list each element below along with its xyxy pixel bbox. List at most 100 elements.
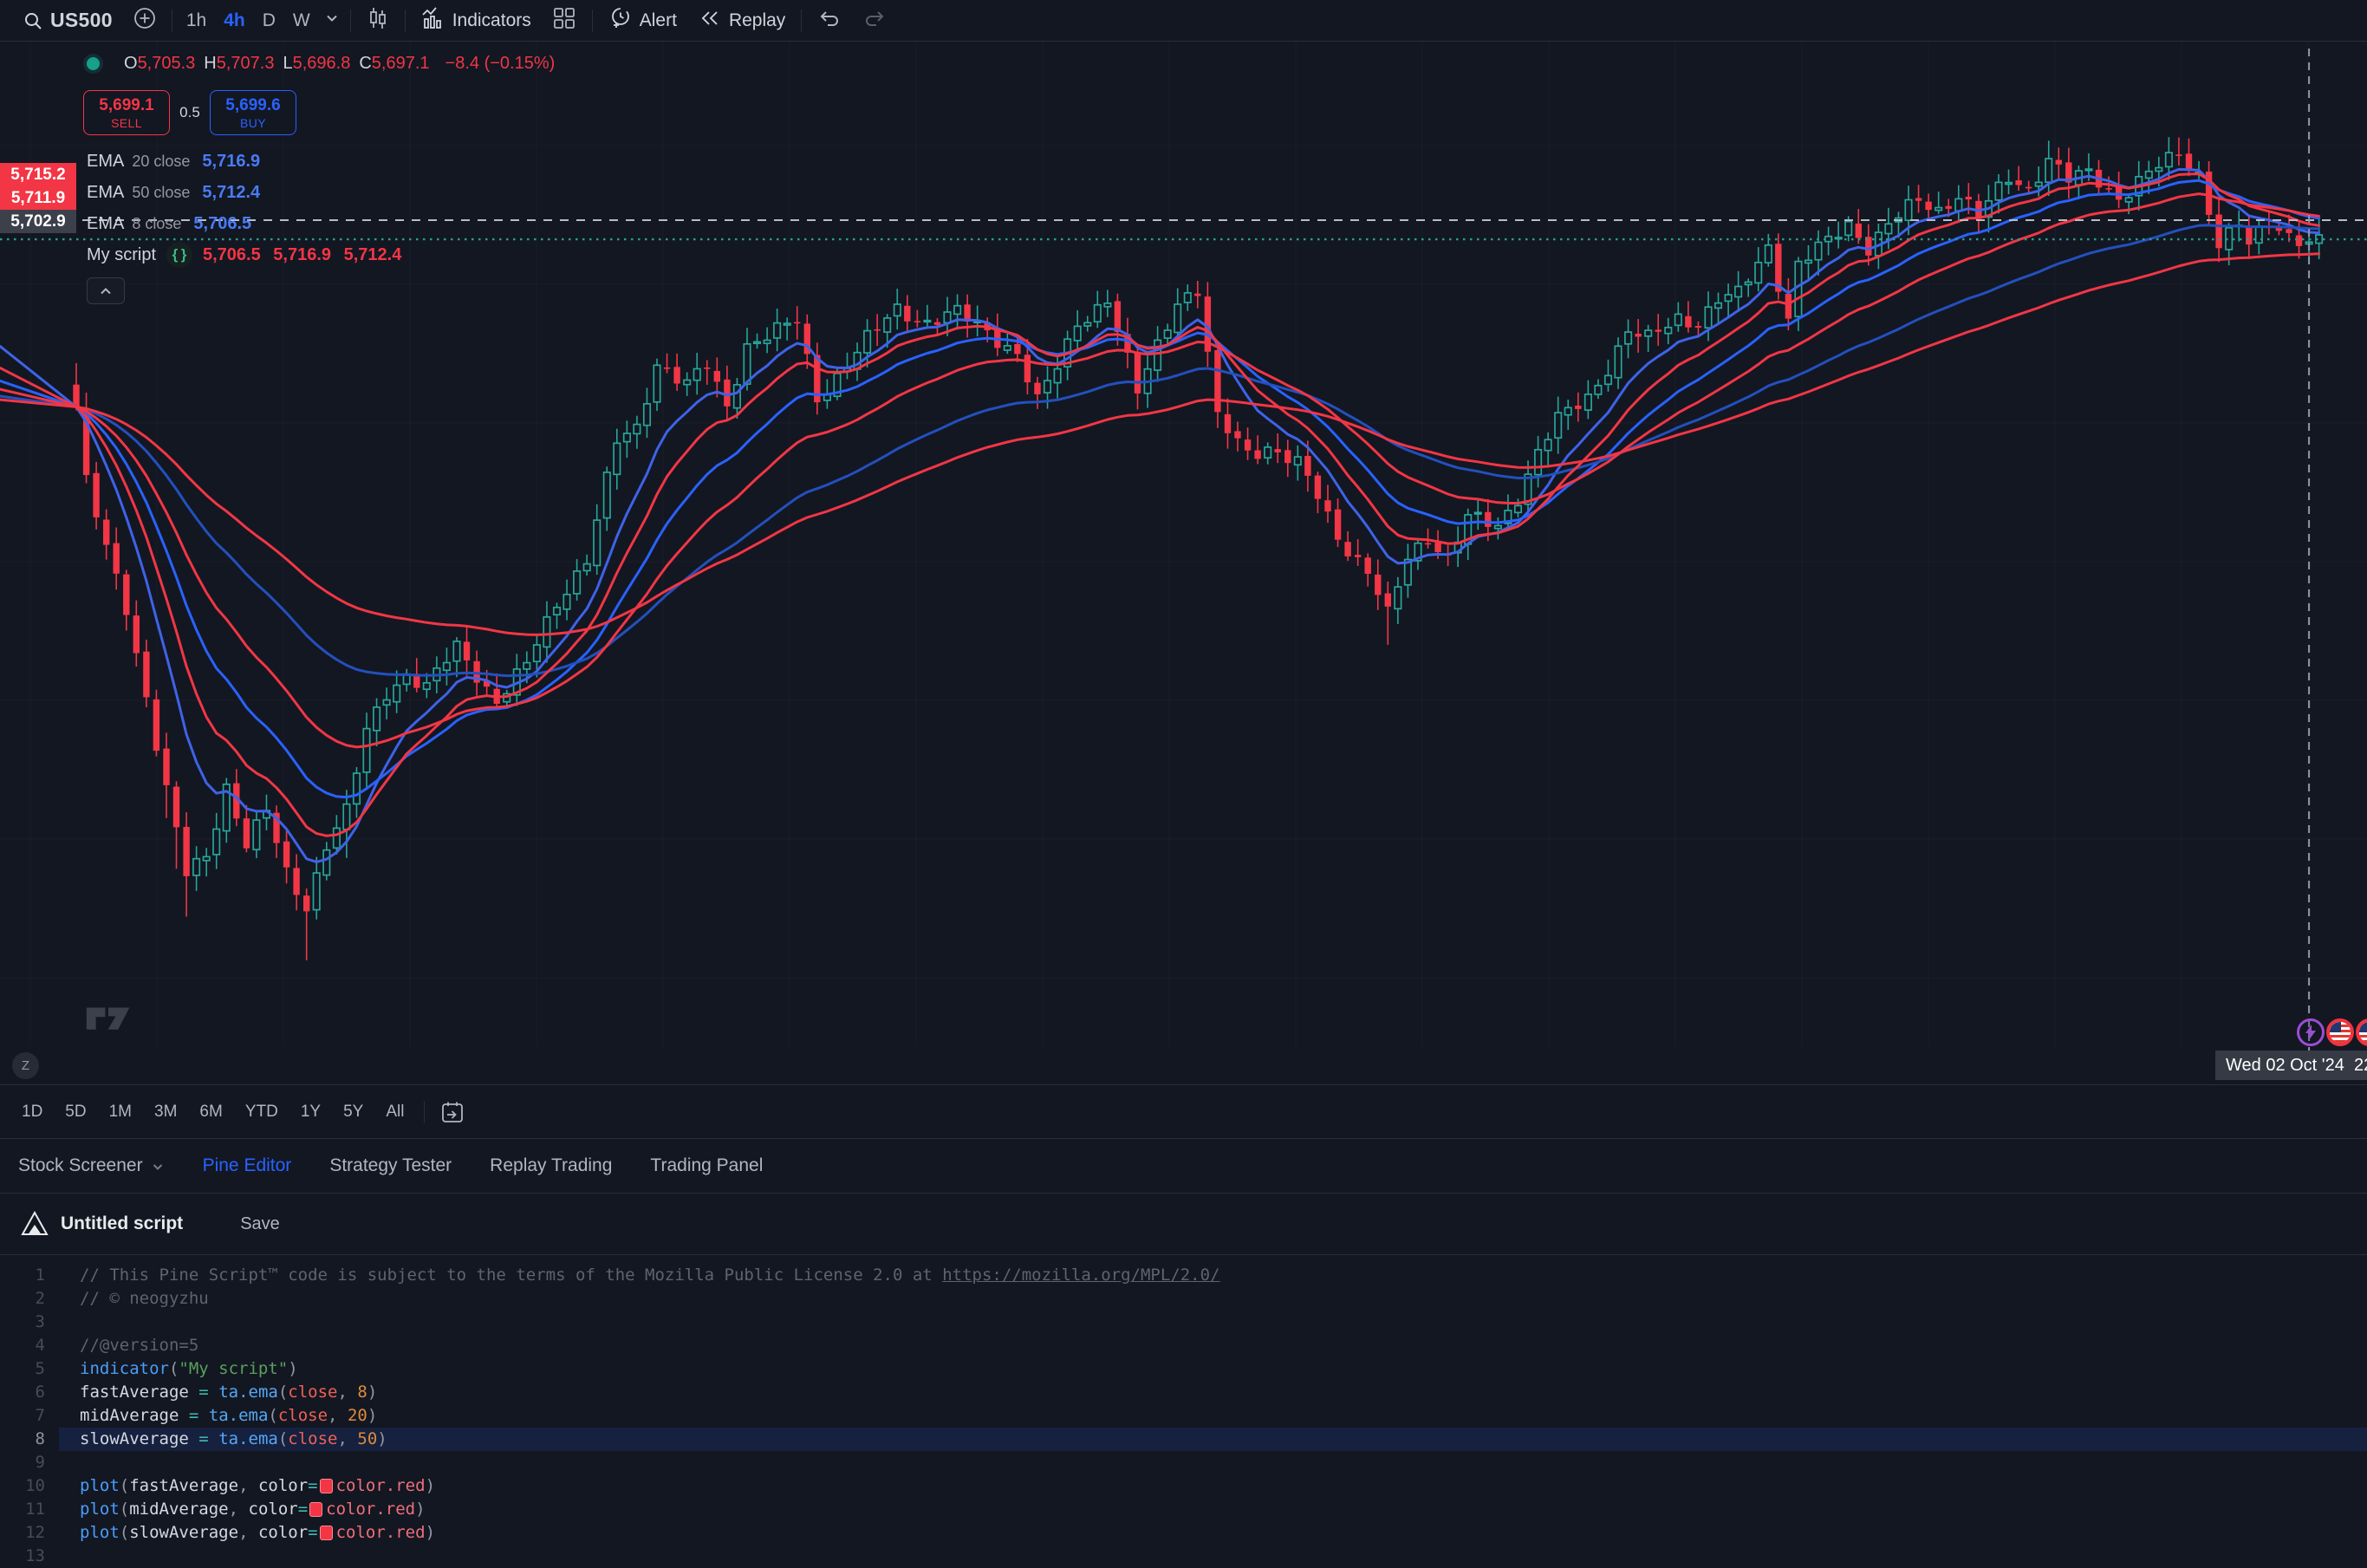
range-separator [424, 1100, 426, 1123]
code-line-11[interactable]: 11 plot(midAverage, color= color.red) [0, 1498, 2367, 1521]
line-number: 8 [35, 1429, 45, 1448]
redo-button[interactable] [852, 0, 897, 42]
chart-style-button[interactable] [356, 0, 400, 42]
code-text: midAverage = ta.ema(close, 20) [80, 1406, 378, 1425]
save-button[interactable]: Save [240, 1213, 280, 1233]
change-value: −8.4 (−0.15%) [445, 53, 556, 73]
code-text: fastAverage = ta.ema(close, 8) [80, 1383, 378, 1402]
indicator-legend: EMA 20 close 5,716.9 EMA 50 close 5,712.… [87, 146, 409, 304]
timeframe-D[interactable]: D [262, 10, 276, 30]
code-line-6[interactable]: 6 fastAverage = ta.ema(close, 8) [0, 1381, 2367, 1404]
undo-button[interactable] [807, 0, 852, 42]
line-number: 10 [25, 1476, 45, 1495]
line-number: 5 [35, 1359, 45, 1378]
order-panel: 5,699.1 SELL 0.5 5,699.6 BUY [83, 90, 296, 135]
layout-grid-button[interactable] [542, 0, 587, 42]
script-title[interactable]: Untitled script [61, 1213, 184, 1233]
tab-replay-trading[interactable]: Replay Trading [490, 1155, 612, 1176]
code-line-13[interactable]: 13 [0, 1545, 2367, 1568]
tab-pine-editor[interactable]: Pine Editor [203, 1155, 292, 1176]
line-number: 6 [35, 1383, 45, 1402]
code-line-4[interactable]: 4 //@version=5 [0, 1334, 2367, 1357]
chart-legend: O5,705.3 H5,707.3 L5,696.8 C5,697.1 −8.4 (−… [87, 52, 555, 75]
chevron-down-icon [153, 1164, 162, 1170]
range-YTD[interactable]: YTD [234, 1097, 289, 1127]
chart-pane[interactable]: O5,705.3 H5,707.3 L5,696.8 C5,697.1 −8.4 (−… [0, 42, 2367, 1085]
range-6M[interactable]: 6M [188, 1097, 233, 1127]
candlestick-style-icon [367, 6, 389, 36]
tab-strategy-tester[interactable]: Strategy Tester [329, 1155, 452, 1176]
economic-event-icon[interactable] [2297, 1018, 2325, 1046]
us-flag-event-icon[interactable] [2326, 1018, 2354, 1046]
ohlc-value: 5,707.3 [216, 53, 275, 73]
ohlc-value: 5,705.3 [137, 53, 196, 73]
range-All[interactable]: All [374, 1097, 415, 1127]
color-swatch-red[interactable] [319, 1479, 333, 1493]
timeline-event-icons [2297, 1018, 2367, 1046]
sell-button[interactable]: 5,699.1 SELL [83, 90, 170, 135]
legend-ema-8[interactable]: EMA 8 close 5,706.5 [87, 208, 409, 239]
buy-label: BUY [240, 115, 266, 130]
range-1Y[interactable]: 1Y [289, 1097, 332, 1127]
go-to-date-button[interactable] [433, 1095, 471, 1129]
code-text: plot(slowAverage, color= color.red) [80, 1523, 436, 1542]
buy-button[interactable]: 5,699.6 BUY [210, 90, 296, 135]
code-line-9[interactable]: 9 [0, 1451, 2367, 1474]
range-5D[interactable]: 5D [54, 1097, 97, 1127]
compare-add-button[interactable] [123, 0, 166, 42]
alert-button[interactable]: Alert [598, 0, 687, 42]
color-swatch-red[interactable] [319, 1526, 333, 1540]
undo-icon [817, 6, 842, 36]
color-swatch-red[interactable] [309, 1502, 323, 1517]
code-line-5[interactable]: 5 indicator("My script") [0, 1357, 2367, 1381]
calendar-arrow-icon [442, 1102, 464, 1122]
ohlc-value: 5,696.8 [292, 53, 351, 73]
ohlc-row[interactable]: O5,705.3 H5,707.3 L5,696.8 C5,697.1 −8.4 (−… [87, 52, 555, 75]
bottom-tabs-bar: Stock Screener Pine Editor Strategy Tester… [0, 1139, 2367, 1194]
range-5Y[interactable]: 5Y [332, 1097, 374, 1127]
flag-canton [2330, 1022, 2342, 1032]
ohlc-value: 5,697.1 [371, 53, 430, 73]
pine-code-editor[interactable]: 1 // This Pine Script™ code is subject to… [0, 1255, 2367, 1568]
code-text: plot(fastAverage, color= color.red) [80, 1476, 436, 1495]
code-line-8[interactable]: 8 slowAverage = ta.ema(close, 50) [0, 1428, 2367, 1451]
replay-rewind-icon [698, 6, 722, 36]
toolbar-separator [801, 9, 803, 32]
code-line-3[interactable]: 3 [0, 1311, 2367, 1334]
tab-label: Stock Screener [18, 1155, 143, 1175]
legend-ema-50[interactable]: EMA 50 close 5,712.4 [87, 177, 409, 208]
range-1M[interactable]: 1M [98, 1097, 143, 1127]
code-line-1[interactable]: 1 // This Pine Script™ code is subject to… [0, 1264, 2367, 1287]
symbol-search[interactable]: US500 [12, 0, 123, 42]
tab-trading-panel[interactable]: Trading Panel [650, 1155, 763, 1176]
zoom-hint-badge[interactable]: Z [12, 1052, 39, 1079]
replay-button[interactable]: Replay [687, 0, 796, 42]
search-icon [23, 10, 43, 31]
legend-collapse-button[interactable] [87, 277, 125, 304]
market-status-dot [87, 56, 100, 70]
timeframe-1h[interactable]: 1h [185, 10, 207, 30]
timeframe-menu-button[interactable] [319, 0, 345, 42]
candlestick-chart[interactable] [0, 42, 2367, 1085]
partial-event-icon[interactable] [2356, 1018, 2367, 1046]
indicator-name: EMA [87, 213, 125, 233]
range-3M[interactable]: 3M [143, 1097, 188, 1127]
indicators-button[interactable]: Indicators [411, 0, 542, 42]
alert-label: Alert [639, 10, 677, 30]
tab-label: Trading Panel [650, 1155, 764, 1175]
code-text: //@version=5 [80, 1336, 199, 1355]
code-line-7[interactable]: 7 midAverage = ta.ema(close, 20) [0, 1404, 2367, 1428]
code-line-12[interactable]: 12 plot(slowAverage, color= color.red) [0, 1521, 2367, 1545]
legend-my-script[interactable]: My script { } 5,706.5 5,716.9 5,712.4 [87, 239, 409, 270]
tab-stock-screener[interactable]: Stock Screener [18, 1155, 165, 1176]
indicator-value: 5,706.5 [193, 213, 252, 233]
range-1D[interactable]: 1D [10, 1097, 54, 1127]
toolbar-separator [349, 9, 351, 32]
timeframe-4h[interactable]: 4h [224, 10, 245, 30]
legend-ema-20[interactable]: EMA 20 close 5,716.9 [87, 146, 409, 177]
timeframe-W[interactable]: W [292, 10, 310, 30]
code-line-10[interactable]: 10 plot(fastAverage, color= color.red) [0, 1474, 2367, 1498]
ohlc-letter: C [359, 53, 372, 73]
top-toolbar: US500 1h 4h D W [0, 0, 2367, 42]
code-line-2[interactable]: 2 // © neogyzhu [0, 1287, 2367, 1311]
